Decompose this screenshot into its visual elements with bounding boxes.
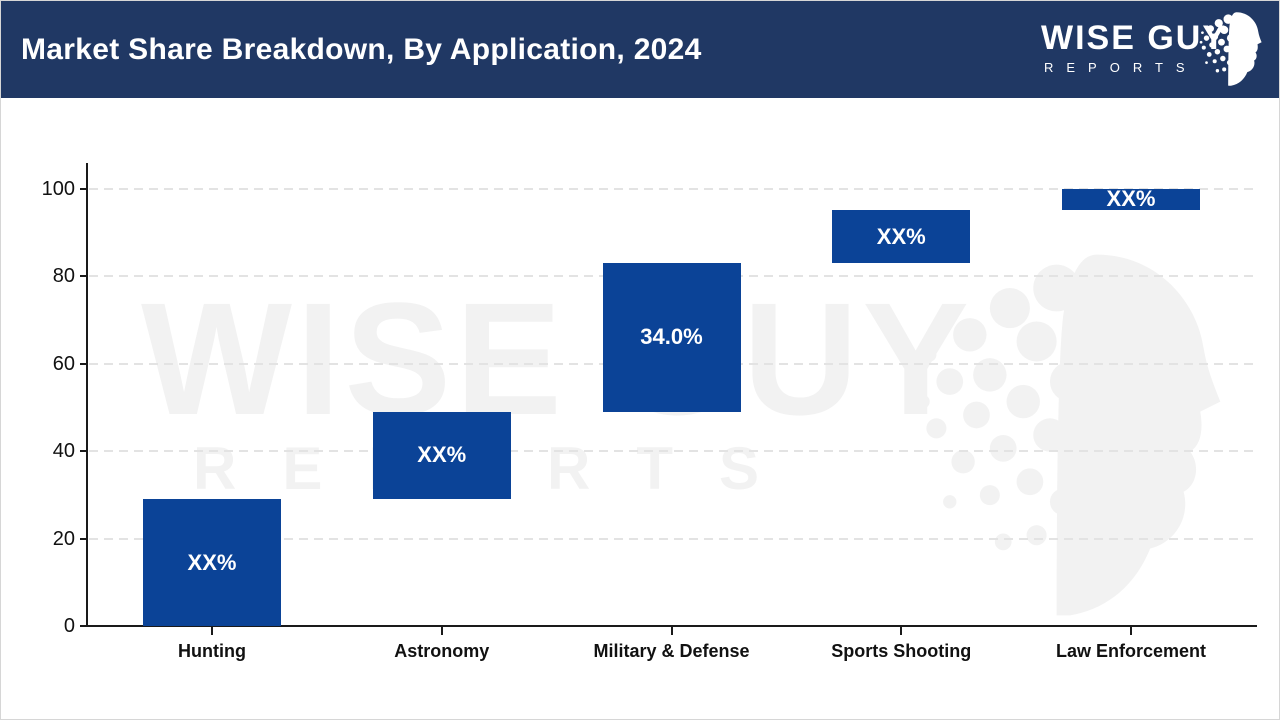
bar-sports-shooting: XX%: [832, 210, 971, 263]
x-axis-tick: [211, 627, 213, 635]
gridline: [89, 537, 1257, 540]
y-tick-label: 20: [52, 527, 75, 550]
x-tick-label: Law Enforcement: [1055, 641, 1207, 661]
bar-hunting: XX%: [143, 499, 281, 626]
x-axis-line: [86, 625, 1257, 627]
header-bar: Market Share Breakdown, By Application, …: [1, 1, 1279, 98]
y-tick-label: 40: [52, 440, 75, 462]
watermark-primary-text: WISE GUY: [141, 269, 974, 448]
y-tick-label: 80: [52, 265, 75, 287]
y-tick-label: 100: [41, 177, 75, 200]
wiseguy-logo-text: WISE GUY REPORTS: [1041, 21, 1227, 75]
x-axis-tick: [900, 627, 903, 635]
y-axis-line: [86, 163, 88, 627]
wiseguy-logo: WISE GUY REPORTS: [1013, 7, 1265, 93]
logo-secondary-text: REPORTS: [1044, 60, 1198, 75]
bar-value-label: XX%: [417, 442, 467, 468]
y-axis-tick: [80, 625, 87, 627]
x-axis-tick: [440, 627, 443, 635]
x-tick-label: Military & Defense: [593, 641, 750, 661]
y-axis-tick: [80, 450, 87, 452]
bar-value-label: XX%: [876, 223, 926, 249]
y-axis-tick: [80, 187, 87, 190]
y-axis-tick: [80, 275, 87, 277]
bar-value-label: XX%: [1106, 186, 1156, 212]
x-axis-tick: [1130, 627, 1132, 635]
gridline: [89, 450, 1257, 452]
x-axis-tick: [670, 627, 673, 635]
y-axis-tick: [80, 362, 87, 365]
y-axis-tick: [80, 537, 87, 540]
x-tick-label: Astronomy: [394, 641, 490, 661]
gridline: [89, 187, 1257, 190]
y-tick-label: 0: [63, 615, 75, 637]
bar-law-enforcement: XX%: [1062, 186, 1200, 212]
bar-astronomy: XX%: [372, 411, 511, 500]
bar-value-label: 34.0%: [640, 324, 703, 350]
x-tick-label: Sports Shooting: [831, 641, 972, 661]
y-tick-label: 60: [52, 352, 75, 375]
bar-value-label: XX%: [187, 549, 237, 575]
logo-primary-text: WISE GUY: [1041, 19, 1228, 57]
x-tick-label: Hunting: [178, 641, 246, 661]
page-title: Market Share Breakdown, By Application, …: [21, 32, 702, 66]
bar-military-defense: 34.0%: [602, 262, 741, 412]
